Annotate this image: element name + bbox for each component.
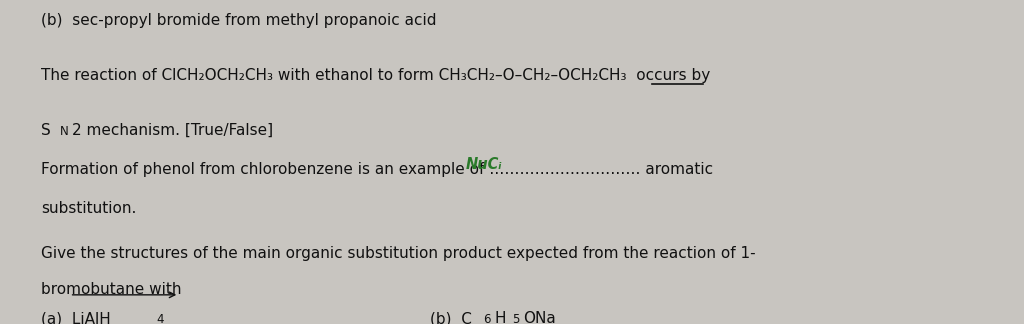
Text: N: N xyxy=(59,125,69,138)
Text: 2 mechanism. [True/False]: 2 mechanism. [True/False] xyxy=(72,123,272,138)
Text: (b)  C: (b) C xyxy=(430,311,472,324)
Text: 6: 6 xyxy=(483,313,490,324)
Text: S: S xyxy=(41,123,51,138)
Text: (a)  LiAlH: (a) LiAlH xyxy=(41,311,111,324)
Text: 4: 4 xyxy=(157,313,164,324)
Text: substitution.: substitution. xyxy=(41,201,136,216)
Text: bromobutane with: bromobutane with xyxy=(41,282,181,297)
Text: (b)  sec-propyl bromide from methyl propanoic acid: (b) sec-propyl bromide from methyl propa… xyxy=(41,13,436,28)
Text: ONa: ONa xyxy=(523,311,556,324)
Text: H: H xyxy=(495,311,506,324)
Text: Formation of phenol from chlorobenzene is an example of ………………………… aromatic: Formation of phenol from chlorobenzene i… xyxy=(41,162,713,177)
Text: NuCᵢ: NuCᵢ xyxy=(466,157,503,172)
Text: 5: 5 xyxy=(512,313,519,324)
Text: The reaction of ClCH₂OCH₂CH₃ with ethanol to form CH₃CH₂–O–CH₂–OCH₂CH₃  occurs b: The reaction of ClCH₂OCH₂CH₃ with ethano… xyxy=(41,68,711,83)
Text: Give the structures of the main organic substitution product expected from the r: Give the structures of the main organic … xyxy=(41,246,756,261)
